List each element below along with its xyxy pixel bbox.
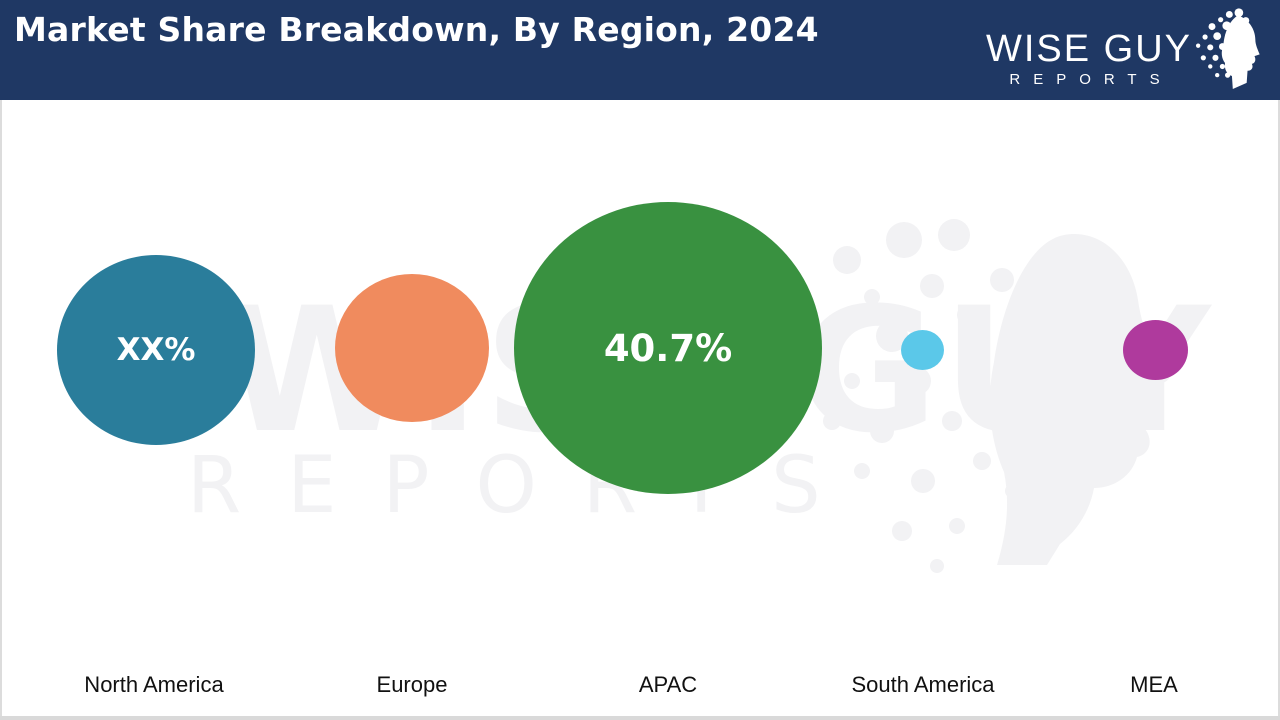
logo-wordmark: WISE GUY [985,28,1192,70]
bubble-value-north-america: XX% [116,332,196,368]
watermark-head-icon [822,219,1171,573]
wise-guy-reports-logo: WISE GUY REPORTS [986,6,1264,94]
bubble-value-apac: 40.7% [603,326,733,370]
page-title: Market Share Breakdown, By Region, 2024 [14,10,819,49]
bubble-mea [1123,320,1188,380]
category-label-europe: Europe [376,672,448,697]
category-label-mea: MEA [1130,672,1178,697]
category-label-south-america: South America [851,672,995,697]
bubble-north-america: XX% [57,255,255,445]
logo-subtitle: REPORTS [1009,71,1173,88]
bottom-border-strip [0,716,1280,720]
category-label-apac: APAC [638,672,698,697]
logo-text: WISE GUY REPORTS [986,30,1192,88]
logo-head-icon [1195,8,1260,89]
bubble-europe [335,274,489,422]
header-bar: Market Share Breakdown, By Region, 2024 … [0,0,1280,100]
category-label-north-america: North America [84,672,224,697]
chart-area: WISE GUY REPORTS XX% [0,100,1280,720]
bubble-apac: 40.7% [514,202,822,494]
bubble-south-america [901,330,944,370]
